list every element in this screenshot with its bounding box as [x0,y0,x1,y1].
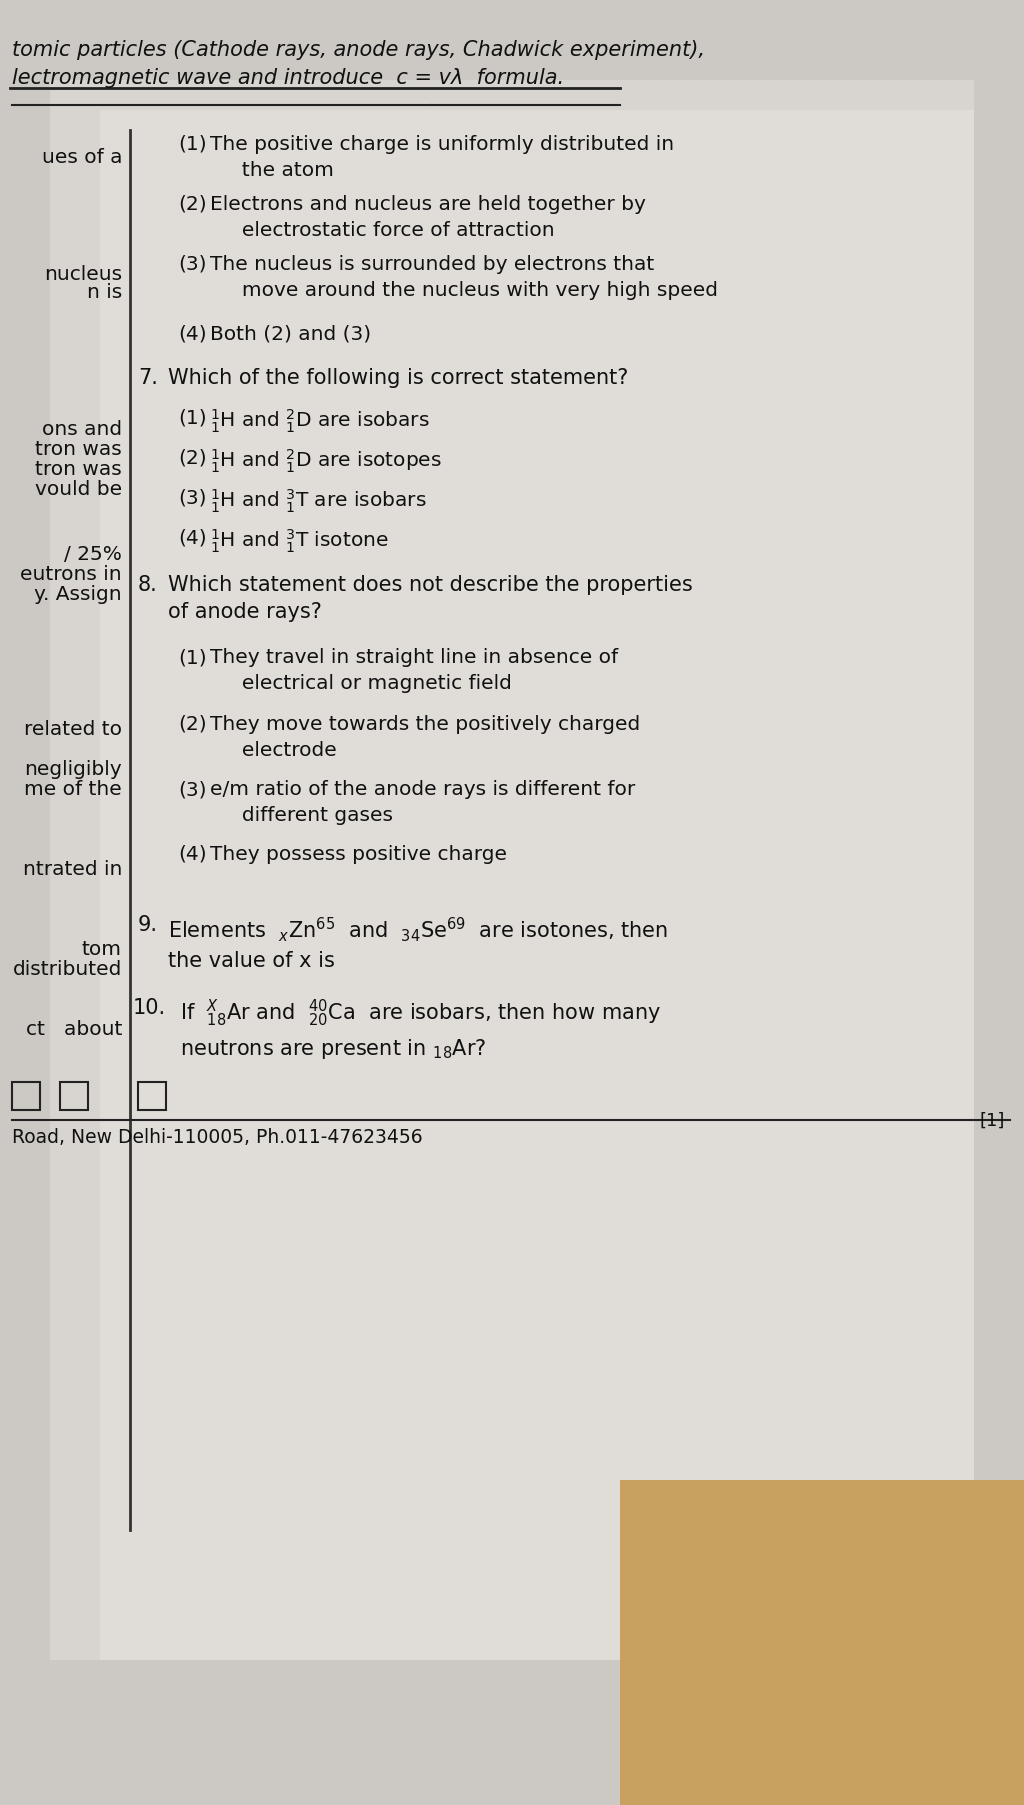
Text: (4): (4) [178,325,207,345]
Text: They possess positive charge: They possess positive charge [210,845,507,865]
Text: Elements  $_{x}$Zn$^{65}$  and  $_{34}$Se$^{69}$  are isotones, then
the value o: Elements $_{x}$Zn$^{65}$ and $_{34}$Se$^… [168,915,668,971]
Text: tom: tom [82,940,122,958]
Text: $^{1}_{1}$H and $^{3}_{1}$T isotone: $^{1}_{1}$H and $^{3}_{1}$T isotone [210,529,389,556]
Text: / 25%: / 25% [65,545,122,563]
Text: related to: related to [24,720,122,738]
Text: (3): (3) [178,487,207,507]
Bar [60,1081,88,1110]
Text: 9.: 9. [138,915,158,935]
Text: Electrons and nucleus are held together by
     electrostatic force of attractio: Electrons and nucleus are held together … [210,195,646,240]
Text: (3): (3) [178,255,207,274]
Text: ues of a: ues of a [42,148,122,168]
Text: (4): (4) [178,529,207,547]
Text: (2): (2) [178,195,207,215]
Text: (2): (2) [178,448,207,467]
Text: (4): (4) [178,845,207,865]
Text: $^{1}_{1}$H and $^{2}_{1}$D are isotopes: $^{1}_{1}$H and $^{2}_{1}$D are isotopes [210,448,441,475]
Text: nucleus: nucleus [44,265,122,283]
Text: (1): (1) [178,648,207,668]
Text: 8.: 8. [138,576,158,596]
Bar [138,1081,166,1110]
Text: n is: n is [87,283,122,301]
Text: (1): (1) [178,408,207,428]
Text: $^{1}_{1}$H and $^{3}_{1}$T are isobars: $^{1}_{1}$H and $^{3}_{1}$T are isobars [210,487,427,516]
Bar [12,1081,40,1110]
Text: negligibly: negligibly [25,760,122,780]
Text: They travel in straight line in absence of
     electrical or magnetic field: They travel in straight line in absence … [210,648,618,693]
Text: ct   about: ct about [26,1020,122,1040]
Text: 7.: 7. [138,368,158,388]
Text: [1]: [1] [980,1112,1005,1130]
Text: 10.: 10. [133,998,166,1018]
Text: distributed: distributed [12,960,122,978]
Text: lectromagnetic wave and introduce  c = vλ  formula.: lectromagnetic wave and introduce c = vλ… [12,69,564,88]
Text: Which statement does not describe the properties
of anode rays?: Which statement does not describe the pr… [168,576,693,623]
Text: (1): (1) [178,135,207,153]
Text: tomic particles (Cathode rays, anode rays, Chadwick experiment),: tomic particles (Cathode rays, anode ray… [12,40,705,60]
Bar [620,1480,1024,1805]
Text: The positive charge is uniformly distributed in
     the atom: The positive charge is uniformly distrib… [210,135,674,180]
Text: The nucleus is surrounded by electrons that
     move around the nucleus with ve: The nucleus is surrounded by electrons t… [210,255,718,300]
Text: tron was: tron was [35,460,122,478]
Text: y. Assign: y. Assign [35,585,122,605]
Text: Both (2) and (3): Both (2) and (3) [210,325,371,345]
Text: eutrons in: eutrons in [20,565,122,585]
Text: ons and: ons and [42,421,122,439]
Text: They move towards the positively charged
     electrode: They move towards the positively charged… [210,715,640,760]
Text: If  $^{X}_{18}$Ar and  $^{40}_{20}$Ca  are isobars, then how many
neutrons are p: If $^{X}_{18}$Ar and $^{40}_{20}$Ca are … [180,998,662,1061]
Text: Road, New Delhi-110005, Ph.011-47623456: Road, New Delhi-110005, Ph.011-47623456 [12,1128,423,1146]
Text: (3): (3) [178,780,207,800]
Bar [100,110,974,1661]
Text: Which of the following is correct statement?: Which of the following is correct statem… [168,368,629,388]
Text: ntrated in: ntrated in [23,859,122,879]
Text: (2): (2) [178,715,207,735]
Bar [50,79,974,1661]
Text: vould be: vould be [35,480,122,498]
Text: tron was: tron was [35,440,122,458]
Text: $^{1}_{1}$H and $^{2}_{1}$D are isobars: $^{1}_{1}$H and $^{2}_{1}$D are isobars [210,408,430,435]
Text: e/m ratio of the anode rays is different for
     different gases: e/m ratio of the anode rays is different… [210,780,635,825]
Text: me of the: me of the [25,780,122,800]
